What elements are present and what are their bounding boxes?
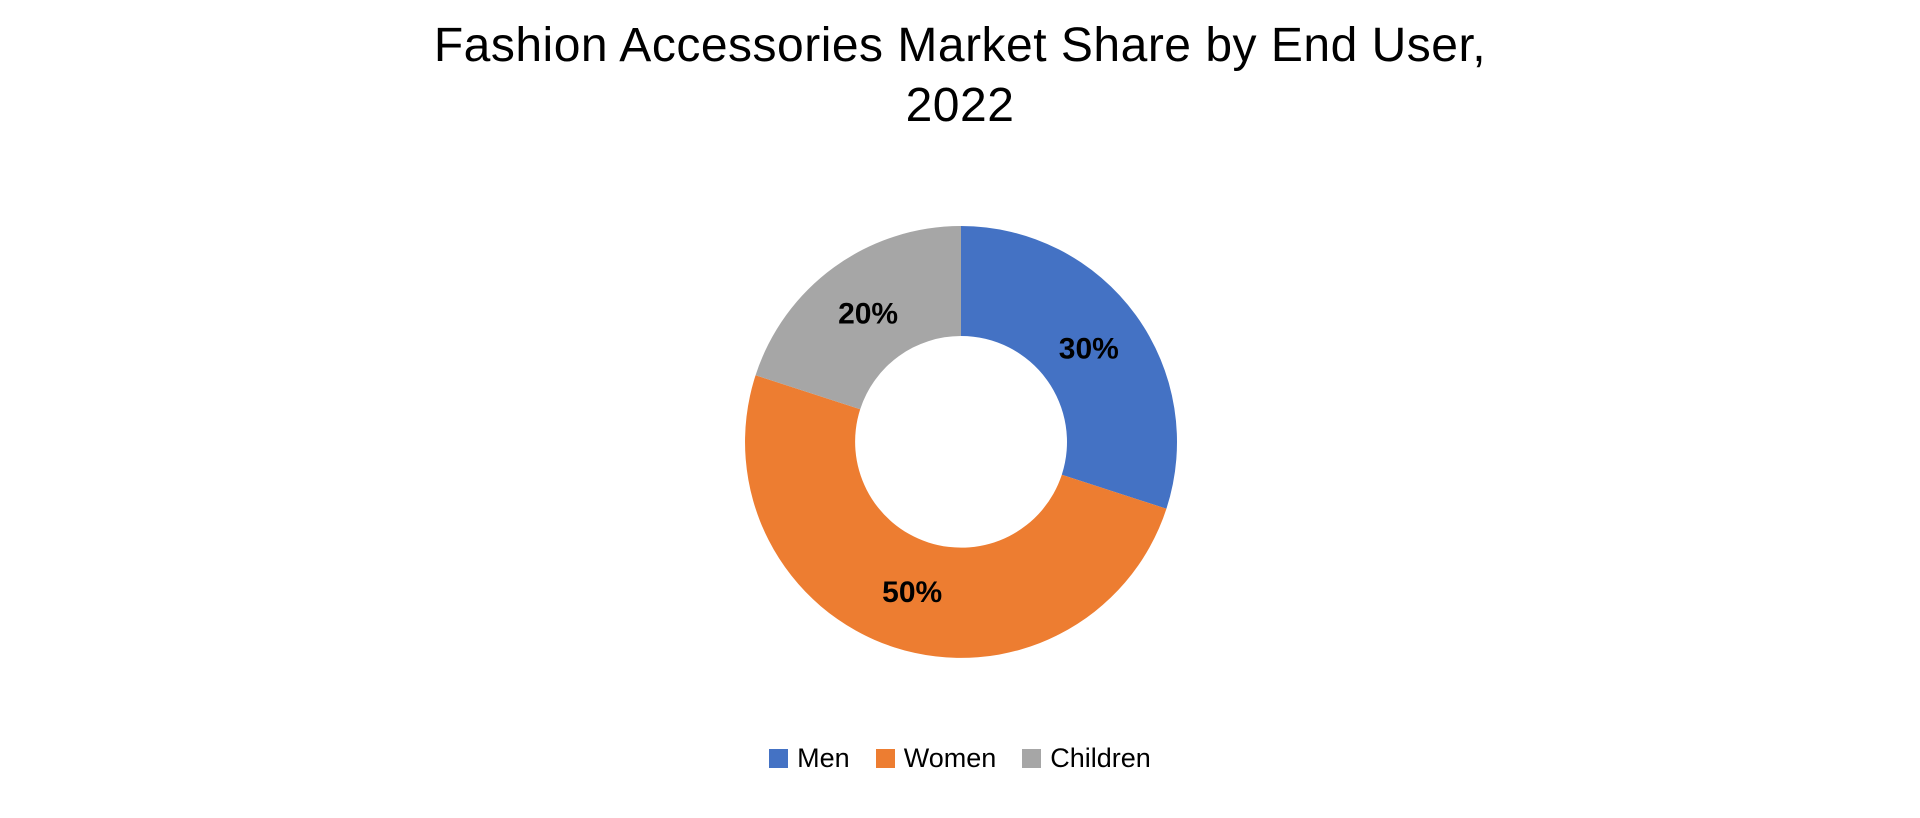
data-label-women: 50% <box>882 576 942 609</box>
legend-swatch-children <box>1022 748 1042 768</box>
donut-slice-children <box>755 226 961 410</box>
chart-title-line2: 2022 <box>905 79 1015 132</box>
chart-title: Fashion Accessories Market Share by End … <box>0 16 1920 136</box>
legend-swatch-women <box>875 748 895 768</box>
legend-item-women: Women <box>875 742 997 774</box>
data-label-children: 20% <box>838 298 898 331</box>
data-label-men: 30% <box>1059 333 1119 366</box>
legend-swatch-men <box>769 748 789 768</box>
legend-label-men: Men <box>797 743 850 773</box>
chart-title-line1: Fashion Accessories Market Share by End … <box>433 19 1487 72</box>
legend-label-children: Children <box>1050 743 1151 773</box>
legend: Men Women Children <box>0 742 1920 774</box>
donut-slice-men <box>961 226 1178 509</box>
legend-item-men: Men <box>769 742 850 774</box>
donut-slice-women <box>745 375 1167 658</box>
donut-chart: 30% 50% 20% <box>745 226 1178 658</box>
legend-item-children: Children <box>1022 742 1151 774</box>
legend-label-women: Women <box>903 743 997 773</box>
